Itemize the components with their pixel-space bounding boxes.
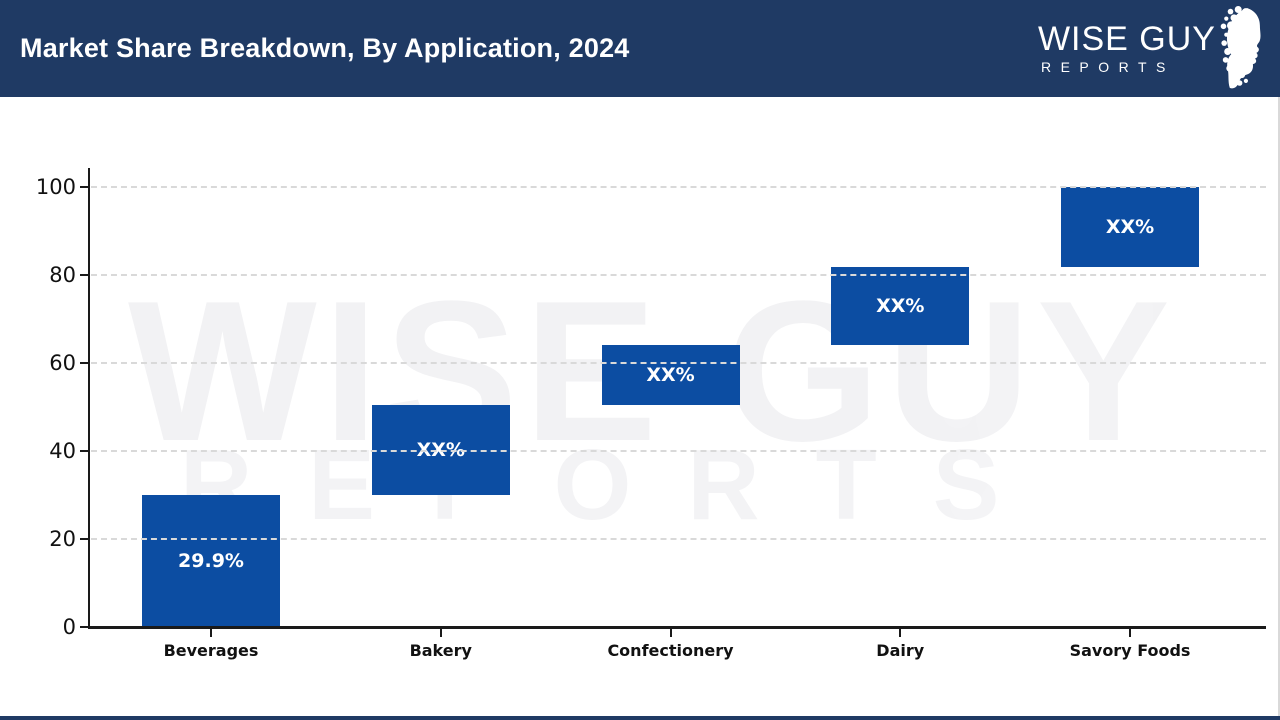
x-category-label: Savory Foods	[1069, 641, 1191, 660]
gridline	[91, 538, 1266, 540]
y-tick-mark	[80, 538, 89, 540]
y-tick-label: 100	[35, 175, 76, 199]
y-tick-mark	[80, 450, 89, 452]
y-tick-label: 80	[49, 263, 76, 287]
x-tick-mark	[439, 629, 442, 637]
x-category-label: Beverages	[163, 641, 259, 660]
bar-value-label: XX%	[876, 295, 925, 318]
y-axis-line	[88, 168, 90, 628]
brand-head-profile-icon	[1220, 6, 1261, 89]
y-tick-label: 20	[49, 527, 76, 551]
bar-value-label: XX%	[1105, 216, 1155, 239]
brand-logo-text: WISE GUY REPORTS	[1038, 21, 1216, 75]
bar-segment: XX%	[1061, 187, 1199, 268]
bar-segment: XX%	[601, 344, 740, 405]
x-tick-mark	[899, 629, 902, 637]
y-tick-label: 0	[62, 615, 76, 639]
x-category-label: Bakery	[409, 641, 472, 660]
bar-value-label: XX%	[646, 363, 695, 386]
gridline	[91, 450, 1266, 452]
x-category-label: Dairy	[876, 641, 925, 660]
y-tick-label: 60	[49, 351, 76, 375]
brand-logo: WISE GUY REPORTS	[1038, 6, 1272, 90]
gridline	[91, 186, 1266, 188]
page-right-border	[1278, 97, 1280, 716]
gridline	[91, 274, 1266, 276]
brand-subname: REPORTS	[1040, 59, 1175, 75]
y-tick-mark	[80, 626, 89, 628]
x-tick-mark	[210, 629, 212, 637]
page-title: Market Share Breakdown, By Application, …	[20, 33, 630, 63]
footer-accent-bar	[0, 716, 1280, 720]
brand-name: WISE GUY	[1037, 20, 1216, 58]
bar-segment: 29.9%	[142, 495, 280, 627]
x-axis-line	[88, 626, 1266, 629]
x-category-label: Confectionery	[607, 641, 734, 660]
x-tick-mark	[669, 629, 672, 637]
x-tick-mark	[1129, 629, 1131, 637]
bar-segment: XX%	[831, 267, 970, 345]
bar-value-label: 29.9%	[178, 550, 244, 573]
gridline	[91, 362, 1266, 364]
y-tick-mark	[80, 362, 89, 364]
y-tick-mark	[80, 186, 89, 188]
header-banner: Market Share Breakdown, By Application, …	[0, 0, 1280, 97]
watermark-reports-text: REPORTS	[180, 429, 1056, 541]
y-tick-mark	[80, 274, 89, 276]
y-tick-label: 40	[49, 439, 76, 463]
